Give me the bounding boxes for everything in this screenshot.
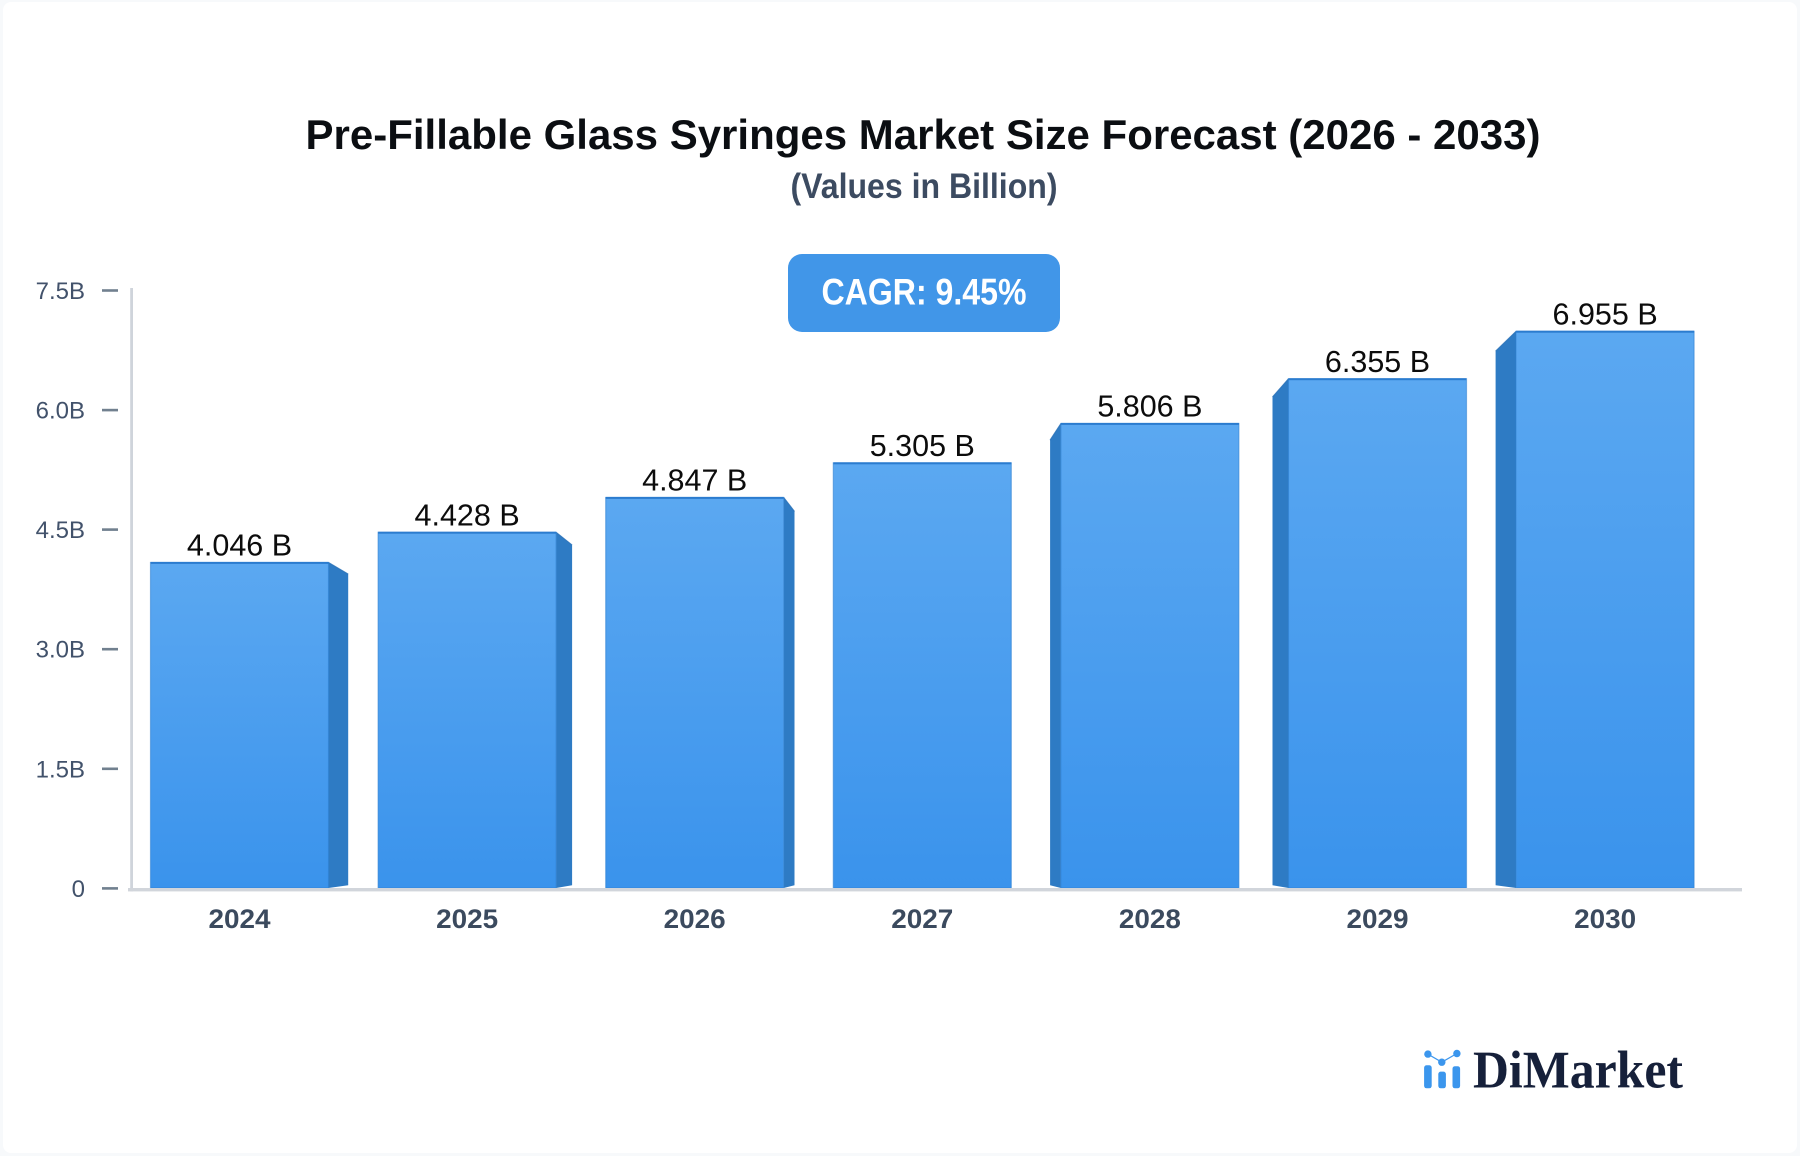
svg-text:CAGR: 9.45%: CAGR: 9.45%: [822, 270, 1027, 312]
svg-text:4.046 B: 4.046 B: [187, 529, 292, 563]
svg-text:2028: 2028: [1119, 904, 1181, 934]
svg-text:4.5B: 4.5B: [36, 517, 85, 544]
svg-text:0: 0: [72, 876, 85, 903]
svg-text:2029: 2029: [1347, 904, 1409, 934]
svg-text:3.0B: 3.0B: [36, 637, 85, 664]
svg-text:2024: 2024: [209, 904, 271, 934]
svg-text:1.5B: 1.5B: [36, 756, 85, 783]
svg-text:5.305 B: 5.305 B: [870, 429, 975, 463]
svg-text:6.955 B: 6.955 B: [1553, 297, 1658, 331]
svg-text:6.0B: 6.0B: [36, 398, 85, 425]
svg-text:2027: 2027: [891, 904, 953, 934]
svg-text:2026: 2026: [664, 904, 726, 934]
svg-text:(Values in Billion): (Values in Billion): [791, 166, 1058, 206]
svg-text:2030: 2030: [1574, 904, 1636, 934]
svg-text:4.428 B: 4.428 B: [415, 498, 520, 532]
svg-text:6.355 B: 6.355 B: [1325, 345, 1430, 379]
svg-text:DiMarket: DiMarket: [1473, 1042, 1683, 1100]
svg-text:Pre-Fillable Glass Syringes Ma: Pre-Fillable Glass Syringes Market Size …: [306, 111, 1541, 158]
svg-text:2025: 2025: [436, 904, 498, 934]
svg-text:4.847 B: 4.847 B: [642, 464, 747, 498]
svg-text:7.5B: 7.5B: [36, 278, 85, 305]
svg-text:5.806 B: 5.806 B: [1097, 390, 1202, 424]
